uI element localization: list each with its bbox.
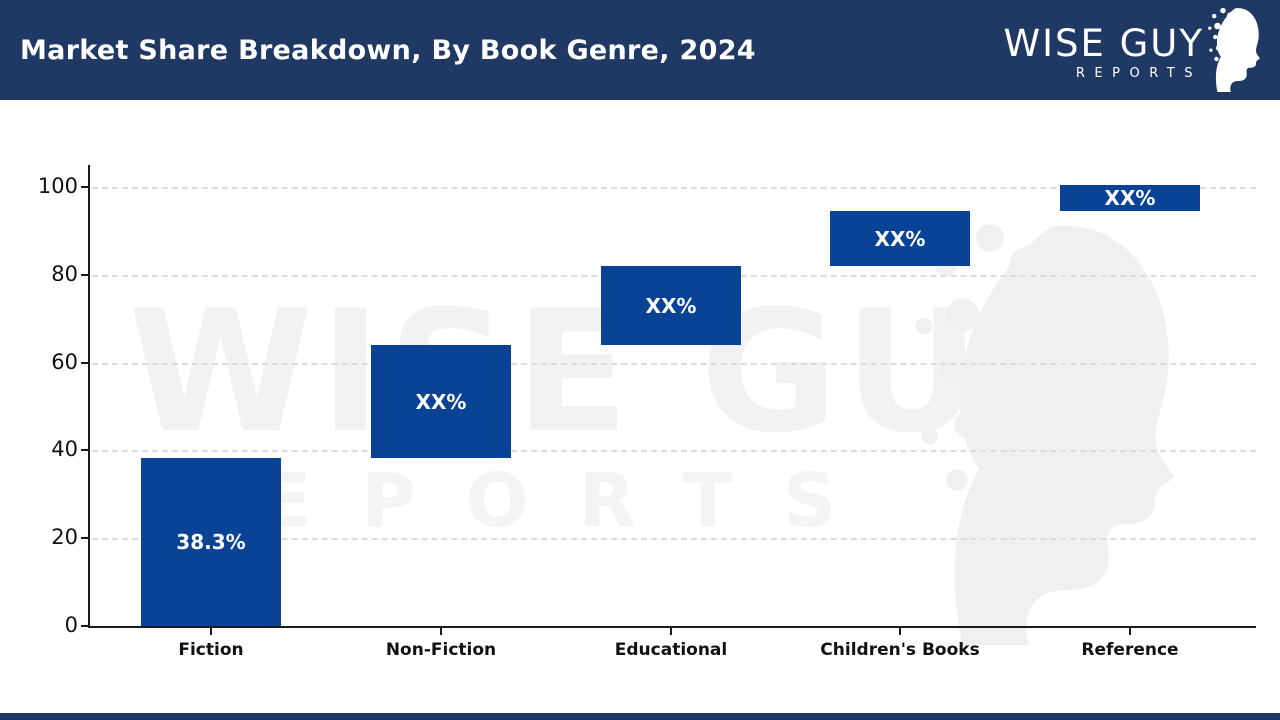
bar-value-label-non-fiction: XX%: [415, 389, 467, 414]
category-label-educational: Educational: [614, 640, 728, 660]
x-tick-educational: [670, 628, 672, 635]
bar-value-label-children-s-books: XX%: [874, 226, 926, 251]
y-tick-20: [81, 537, 88, 539]
wise-guy-logo: WISE GUY REPORTS: [1004, 4, 1262, 96]
bar-value-label-fiction: 38.3%: [176, 530, 246, 554]
face-profile-icon: [1206, 4, 1262, 96]
bar-value-label-educational: XX%: [645, 293, 697, 318]
header-bar: Market Share Breakdown, By Book Genre, 2…: [0, 0, 1280, 100]
y-tick-label-40: 40: [51, 437, 78, 461]
y-tick-40: [81, 449, 88, 451]
bar-non-fiction: XX%: [371, 345, 511, 458]
y-tick-label-100: 100: [37, 174, 78, 198]
category-label-children-s-books: Children's Books: [820, 640, 980, 660]
gridline-40: [92, 450, 1256, 452]
x-tick-non-fiction: [440, 628, 442, 635]
y-tick-60: [81, 362, 88, 364]
watermark-face-icon: [850, 205, 1240, 649]
y-tick-label-60: 60: [51, 350, 78, 374]
bar-children-s-books: XX%: [830, 211, 970, 266]
y-tick-0: [81, 625, 88, 627]
x-tick-reference: [1129, 628, 1131, 635]
footer-bar: [0, 713, 1280, 720]
y-tick-label-80: 80: [51, 262, 78, 286]
y-tick-label-0: 0: [64, 613, 78, 637]
bar-value-label-reference: XX%: [1104, 186, 1156, 210]
category-label-non-fiction: Non-Fiction: [385, 640, 497, 660]
bar-reference: XX%: [1060, 185, 1200, 211]
bar-fiction: 38.3%: [141, 458, 281, 626]
gridline-100: [92, 187, 1256, 189]
y-tick-label-20: 20: [51, 525, 78, 549]
y-axis: [88, 165, 90, 628]
x-axis: [88, 626, 1256, 628]
gridline-20: [92, 538, 1256, 540]
category-label-reference: Reference: [1081, 640, 1179, 660]
y-tick-80: [81, 274, 88, 276]
x-tick-fiction: [210, 628, 212, 635]
category-label-fiction: Fiction: [178, 640, 244, 660]
x-tick-children-s-books: [899, 628, 901, 635]
logo-wordmark: WISE GUY: [1003, 21, 1204, 65]
bar-educational: XX%: [601, 266, 741, 345]
y-tick-100: [81, 186, 88, 188]
page-title: Market Share Breakdown, By Book Genre, 2…: [20, 34, 756, 66]
gridline-60: [92, 363, 1256, 365]
logo-subtitle: REPORTS: [1075, 65, 1202, 81]
